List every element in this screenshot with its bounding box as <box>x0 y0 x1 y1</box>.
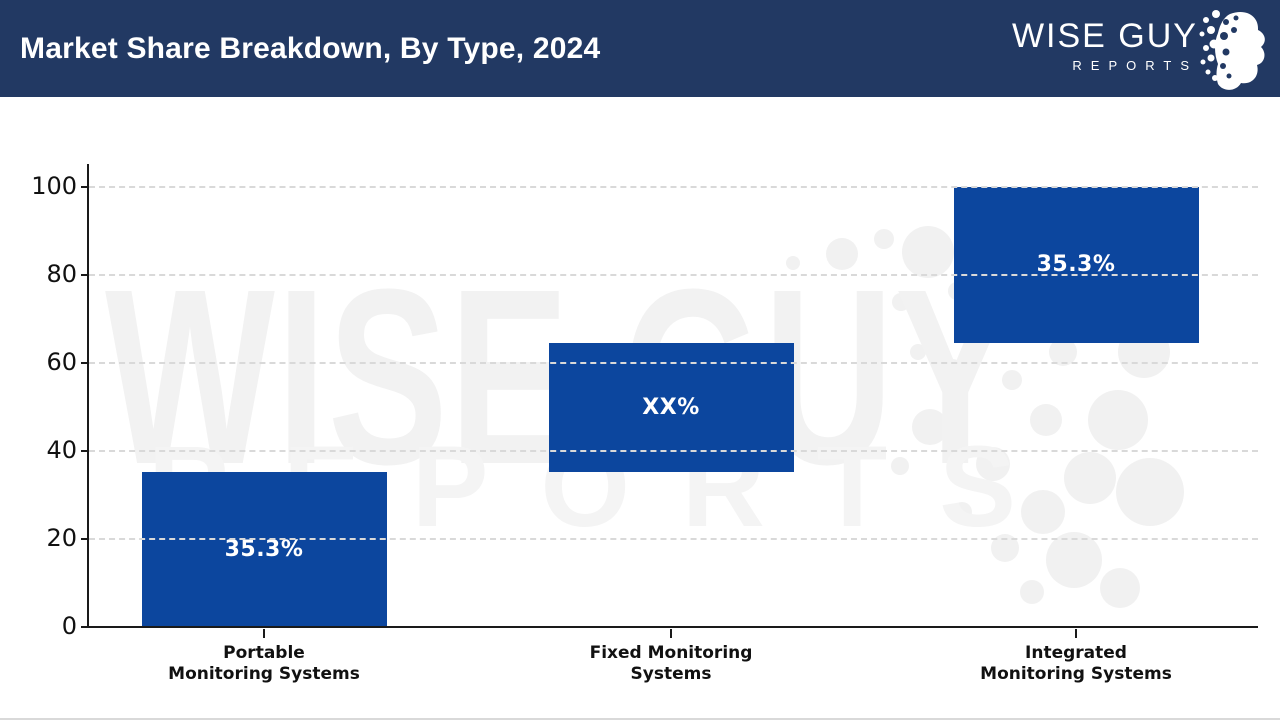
page-title: Market Share Breakdown, By Type, 2024 <box>20 31 601 65</box>
bar: 35.3% <box>953 187 1199 343</box>
y-tick-label: 20 <box>46 524 77 553</box>
x-category-label-line: Monitoring Systems <box>168 664 360 684</box>
y-tick-label: 40 <box>46 436 77 465</box>
y-tick-label: 0 <box>61 612 77 640</box>
gridline <box>89 362 1258 365</box>
y-tick-label: 80 <box>46 260 77 289</box>
y-tick-label: 60 <box>46 348 77 377</box>
bar-value-label: 35.3% <box>224 536 304 562</box>
gridline <box>89 450 1258 453</box>
logo: WISE GUY REPORTS <box>1010 0 1270 97</box>
x-category-label: Portable Monitoring Systems <box>104 643 424 685</box>
y-tick <box>81 274 88 277</box>
y-tick <box>81 626 88 628</box>
x-category-label-line: Integrated <box>1025 643 1127 663</box>
y-tick <box>81 186 88 189</box>
header: Market Share Breakdown, By Type, 2024 WI… <box>0 0 1280 97</box>
x-axis-line <box>87 626 1258 628</box>
logo-reports-label: REPORTS <box>1072 58 1198 73</box>
gridline <box>89 274 1258 277</box>
y-tick <box>81 450 88 453</box>
x-category-label: Integrated Monitoring Systems <box>916 643 1236 685</box>
x-tick <box>670 629 672 638</box>
x-category-label-line: Systems <box>630 664 712 684</box>
x-category-label-line: Portable <box>223 643 305 663</box>
x-tick <box>263 629 265 638</box>
bar-value-label: 35.3% <box>1036 252 1116 278</box>
bar-value-label: XX% <box>642 394 700 420</box>
x-category-label-line: Fixed Monitoring <box>589 643 753 663</box>
chart-area: 0 20 40 60 80 100 35.3% Portable Monitoring Syst… <box>0 97 1280 698</box>
x-category-label: Fixed Monitoring Systems <box>511 643 831 685</box>
y-tick <box>81 538 88 541</box>
y-axis-line <box>87 164 89 627</box>
x-category-label-line: Monitoring Systems <box>980 664 1172 684</box>
gridline <box>89 538 1258 541</box>
logo-wise-guy-label: WISE GUY <box>1011 17 1198 55</box>
bottom-border <box>0 718 1280 720</box>
bar: 35.3% <box>141 471 387 627</box>
logo-head-icon <box>1199 10 1265 90</box>
logo-text: WISE GUY REPORTS <box>1012 18 1198 76</box>
gridline <box>89 186 1258 189</box>
x-tick <box>1075 629 1077 638</box>
y-tick-label: 100 <box>31 172 77 201</box>
y-tick <box>81 362 88 365</box>
